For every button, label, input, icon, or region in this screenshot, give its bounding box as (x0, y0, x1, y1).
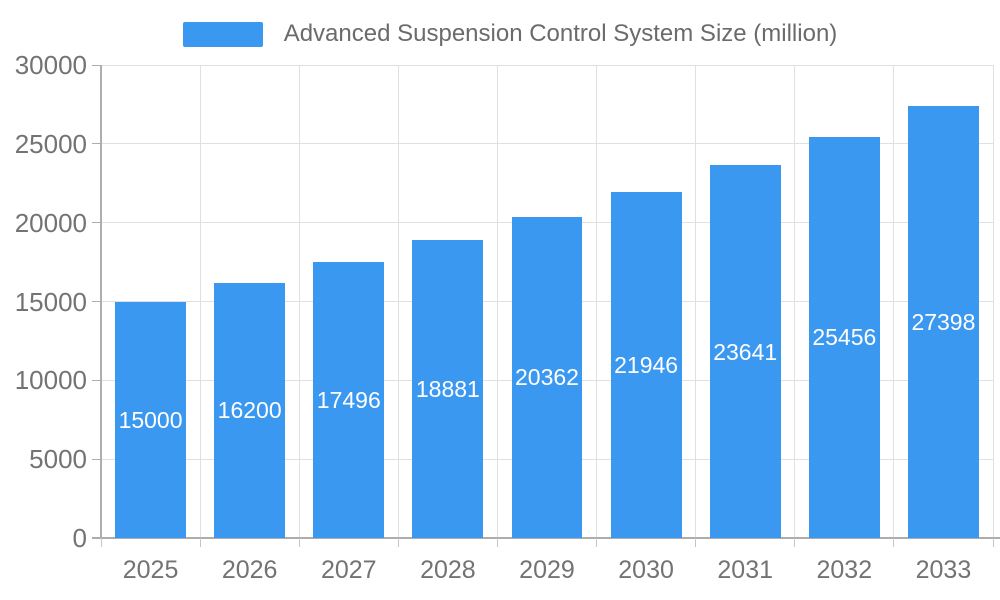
y-axis-tick (92, 379, 101, 381)
x-axis-tick (298, 538, 300, 547)
x-axis-tick (496, 538, 498, 547)
legend-label: Advanced Suspension Control System Size … (283, 20, 838, 47)
y-axis-tick (92, 222, 101, 224)
y-axis-tick (92, 301, 101, 302)
x-axis-line (92, 537, 1000, 539)
bar-2029 (511, 216, 583, 538)
bar-2033 (908, 106, 979, 538)
v-gridline (794, 65, 796, 538)
legend-item[interactable]: Advanced Suspension Control System Size … (182, 20, 838, 48)
x-axis-tick (397, 538, 399, 547)
h-gridline (101, 143, 993, 145)
x-axis-tick-label: 2026 (221, 556, 278, 584)
bar-2025 (115, 301, 186, 538)
bar-2027 (313, 262, 385, 538)
x-axis-tick (893, 538, 895, 547)
y-axis-line (100, 65, 102, 538)
v-gridline (992, 65, 994, 538)
x-axis-tick (695, 538, 697, 547)
bar-2026 (214, 282, 286, 538)
bar-value-label: 23641 (713, 338, 778, 365)
v-gridline (893, 65, 895, 538)
x-axis-tick (992, 538, 994, 547)
legend: Advanced Suspension Control System Size … (0, 20, 1000, 48)
x-axis-tick (794, 538, 796, 547)
bar-2032 (808, 136, 880, 538)
x-axis-tick-label: 2030 (618, 556, 674, 584)
x-axis-tick-label: 2025 (122, 556, 179, 584)
bar-2031 (709, 165, 781, 538)
x-axis-tick-label: 2033 (915, 556, 972, 584)
bar-value-label: 17496 (316, 387, 381, 414)
y-axis-tick-label: 0 (72, 523, 87, 553)
x-axis-tick-label: 2029 (519, 556, 575, 584)
bar-value-label: 21946 (614, 351, 679, 378)
y-axis-tick (92, 64, 101, 66)
y-axis-tick-label: 10000 (14, 365, 87, 396)
y-axis-tick-label: 20000 (14, 207, 87, 238)
v-gridline (695, 65, 697, 538)
x-axis-tick (596, 538, 598, 547)
bar-value-label: 18881 (415, 376, 480, 403)
y-axis-tick (92, 537, 101, 539)
v-gridline (298, 65, 300, 538)
x-axis-tick-label: 2027 (320, 556, 377, 584)
y-axis-tick-label: 30000 (14, 50, 87, 80)
x-axis-tick-label: 2032 (816, 556, 873, 584)
v-gridline (496, 65, 498, 538)
bar-value-label: 27398 (911, 309, 976, 335)
x-axis-tick-label: 2031 (717, 556, 774, 584)
y-axis-tick-label: 15000 (14, 286, 87, 317)
h-gridline (101, 64, 993, 66)
v-gridline (397, 65, 399, 538)
bar-value-label: 15000 (118, 406, 183, 433)
y-axis-tick-label: 25000 (14, 128, 87, 159)
y-axis-tick (92, 143, 101, 145)
legend-swatch (182, 21, 263, 47)
y-axis-tick (92, 458, 101, 460)
v-gridline (199, 65, 201, 538)
bar-value-label: 20362 (515, 364, 579, 391)
bar-2028 (412, 240, 484, 538)
bar-value-label: 25456 (812, 324, 877, 351)
v-gridline (596, 65, 598, 538)
y-axis-tick-label: 5000 (29, 444, 87, 475)
bar-value-label: 16200 (217, 397, 282, 424)
bar-2030 (610, 191, 682, 538)
x-axis-tick-label: 2028 (420, 556, 476, 584)
x-axis-tick (199, 538, 201, 547)
x-axis-tick (100, 538, 102, 547)
